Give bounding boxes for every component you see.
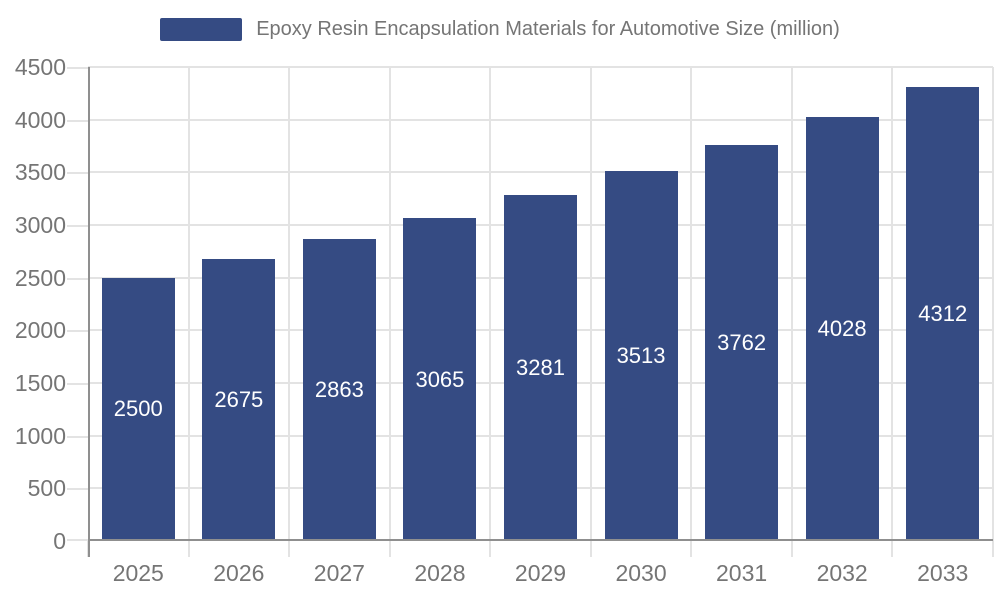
- y-axis-tick: [67, 119, 88, 122]
- y-axis-tick: [67, 435, 88, 438]
- x-tick-label: 2031: [716, 560, 768, 586]
- y-axis-tick: [67, 488, 88, 491]
- x-tick-label: 2027: [313, 560, 365, 586]
- x-tick-label: 2030: [615, 560, 667, 586]
- bar-value-label: 2675: [214, 387, 264, 413]
- bar-value-label: 2500: [113, 396, 163, 422]
- bar-value-label: 4028: [817, 315, 867, 341]
- x-gridline: [992, 67, 994, 541]
- y-tick-label: 1500: [14, 370, 66, 396]
- bar: 3281: [504, 195, 577, 541]
- bar-value-label: 2863: [314, 377, 364, 403]
- bar: 4312: [906, 86, 980, 541]
- bar-value-label: 3762: [717, 329, 767, 355]
- y-axis-tick: [67, 539, 88, 541]
- bar: 3513: [604, 170, 678, 541]
- legend-label: Epoxy Resin Encapsulation Materials for …: [256, 18, 840, 40]
- x-tick-label: 2025: [112, 560, 164, 586]
- x-tick-label: 2029: [514, 560, 567, 586]
- legend-item[interactable]: Epoxy Resin Encapsulation Materials for …: [0, 18, 1000, 41]
- x-axis-tick: [790, 541, 793, 557]
- bar: 2863: [302, 239, 376, 541]
- plot-area: 0 500 1000 1500 2000 2500 3000 3500 4000 4500 2500…: [15, 54, 994, 586]
- bar-value-label: 3281: [516, 355, 565, 381]
- bar-value-label: 3513: [616, 342, 666, 368]
- x-gridline: [388, 67, 391, 541]
- x-axis-tick: [992, 541, 994, 557]
- y-tick-label: 4000: [14, 106, 66, 133]
- x-axis-tick: [489, 541, 492, 557]
- x-gridline: [288, 67, 291, 541]
- x-axis-tick: [589, 541, 592, 557]
- x-gridline: [891, 67, 894, 541]
- y-tick-label: 3000: [14, 212, 66, 238]
- bar: 2500: [101, 277, 175, 541]
- x-axis-tick: [87, 541, 89, 557]
- y-axis-line: [88, 67, 90, 557]
- bar-value-label: 3065: [415, 366, 465, 392]
- y-tick-label: 2000: [14, 317, 66, 344]
- y-axis-tick: [67, 172, 88, 175]
- y-axis-tick: [67, 383, 88, 385]
- y-gridline: [88, 66, 993, 68]
- bar: 4028: [805, 116, 879, 541]
- y-tick-label: 0: [53, 528, 66, 554]
- legend-swatch: [160, 18, 243, 41]
- y-tick-label: 1000: [14, 422, 66, 449]
- y-tick-label: 3500: [14, 159, 66, 186]
- y-tick-label: 2500: [14, 264, 66, 291]
- x-gridline: [690, 67, 693, 541]
- y-tick-label: 500: [27, 475, 66, 502]
- x-axis-tick: [388, 541, 391, 557]
- bar: 3762: [705, 144, 779, 541]
- y-axis-tick: [67, 330, 88, 333]
- x-axis-tick: [288, 541, 291, 557]
- x-gridline: [589, 67, 592, 541]
- x-gridline: [790, 67, 793, 541]
- y-axis-tick: [67, 67, 88, 69]
- x-gridline: [489, 67, 492, 541]
- x-tick-label: 2026: [213, 560, 265, 586]
- bar: 3065: [403, 218, 477, 541]
- x-gridline: [187, 67, 190, 541]
- y-axis-tick: [67, 277, 88, 280]
- y-tick-label: 4500: [14, 54, 66, 80]
- x-axis-tick: [690, 541, 693, 557]
- x-tick-label: 2032: [816, 560, 868, 586]
- x-tick-label: 2028: [414, 560, 466, 586]
- x-tick-label: 2033: [917, 560, 969, 586]
- x-axis-tick: [891, 541, 894, 557]
- bar-value-label: 4312: [918, 300, 968, 326]
- x-axis-tick: [187, 541, 190, 557]
- bar: 2675: [202, 259, 276, 541]
- y-axis-tick: [67, 225, 88, 227]
